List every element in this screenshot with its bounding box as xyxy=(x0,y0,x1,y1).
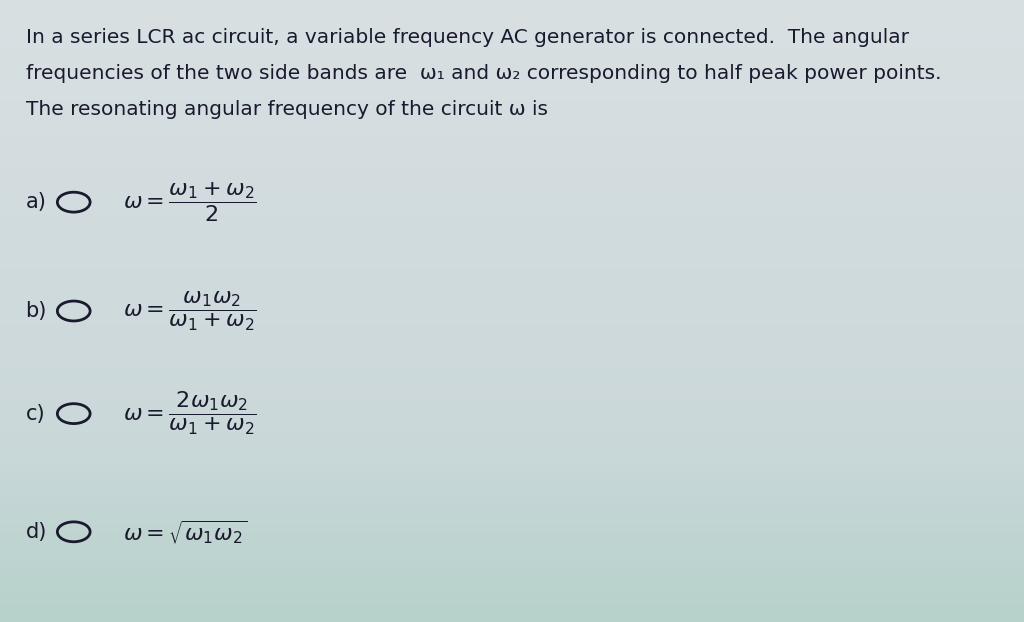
Text: The resonating angular frequency of the circuit ω is: The resonating angular frequency of the … xyxy=(26,100,548,119)
Text: frequencies of the two side bands are  ω₁ and ω₂ corresponding to half peak powe: frequencies of the two side bands are ω₁… xyxy=(26,64,941,83)
Text: $\omega = \dfrac{\omega_1+\omega_2}{2}$: $\omega = \dfrac{\omega_1+\omega_2}{2}$ xyxy=(123,180,256,224)
Text: a): a) xyxy=(26,192,46,212)
Text: $\omega = \dfrac{\omega_1\omega_2}{\omega_1+\omega_2}$: $\omega = \dfrac{\omega_1\omega_2}{\omeg… xyxy=(123,289,256,333)
Text: In a series LCR ac circuit, a variable frequency AC generator is connected.  The: In a series LCR ac circuit, a variable f… xyxy=(26,28,908,47)
Text: b): b) xyxy=(26,301,47,321)
Text: c): c) xyxy=(26,404,45,424)
Text: $\omega = \dfrac{2\omega_1\omega_2}{\omega_1+\omega_2}$: $\omega = \dfrac{2\omega_1\omega_2}{\ome… xyxy=(123,390,256,437)
Text: d): d) xyxy=(26,522,47,542)
Text: $\omega = \sqrt{\omega_1\omega_2}$: $\omega = \sqrt{\omega_1\omega_2}$ xyxy=(123,518,247,545)
